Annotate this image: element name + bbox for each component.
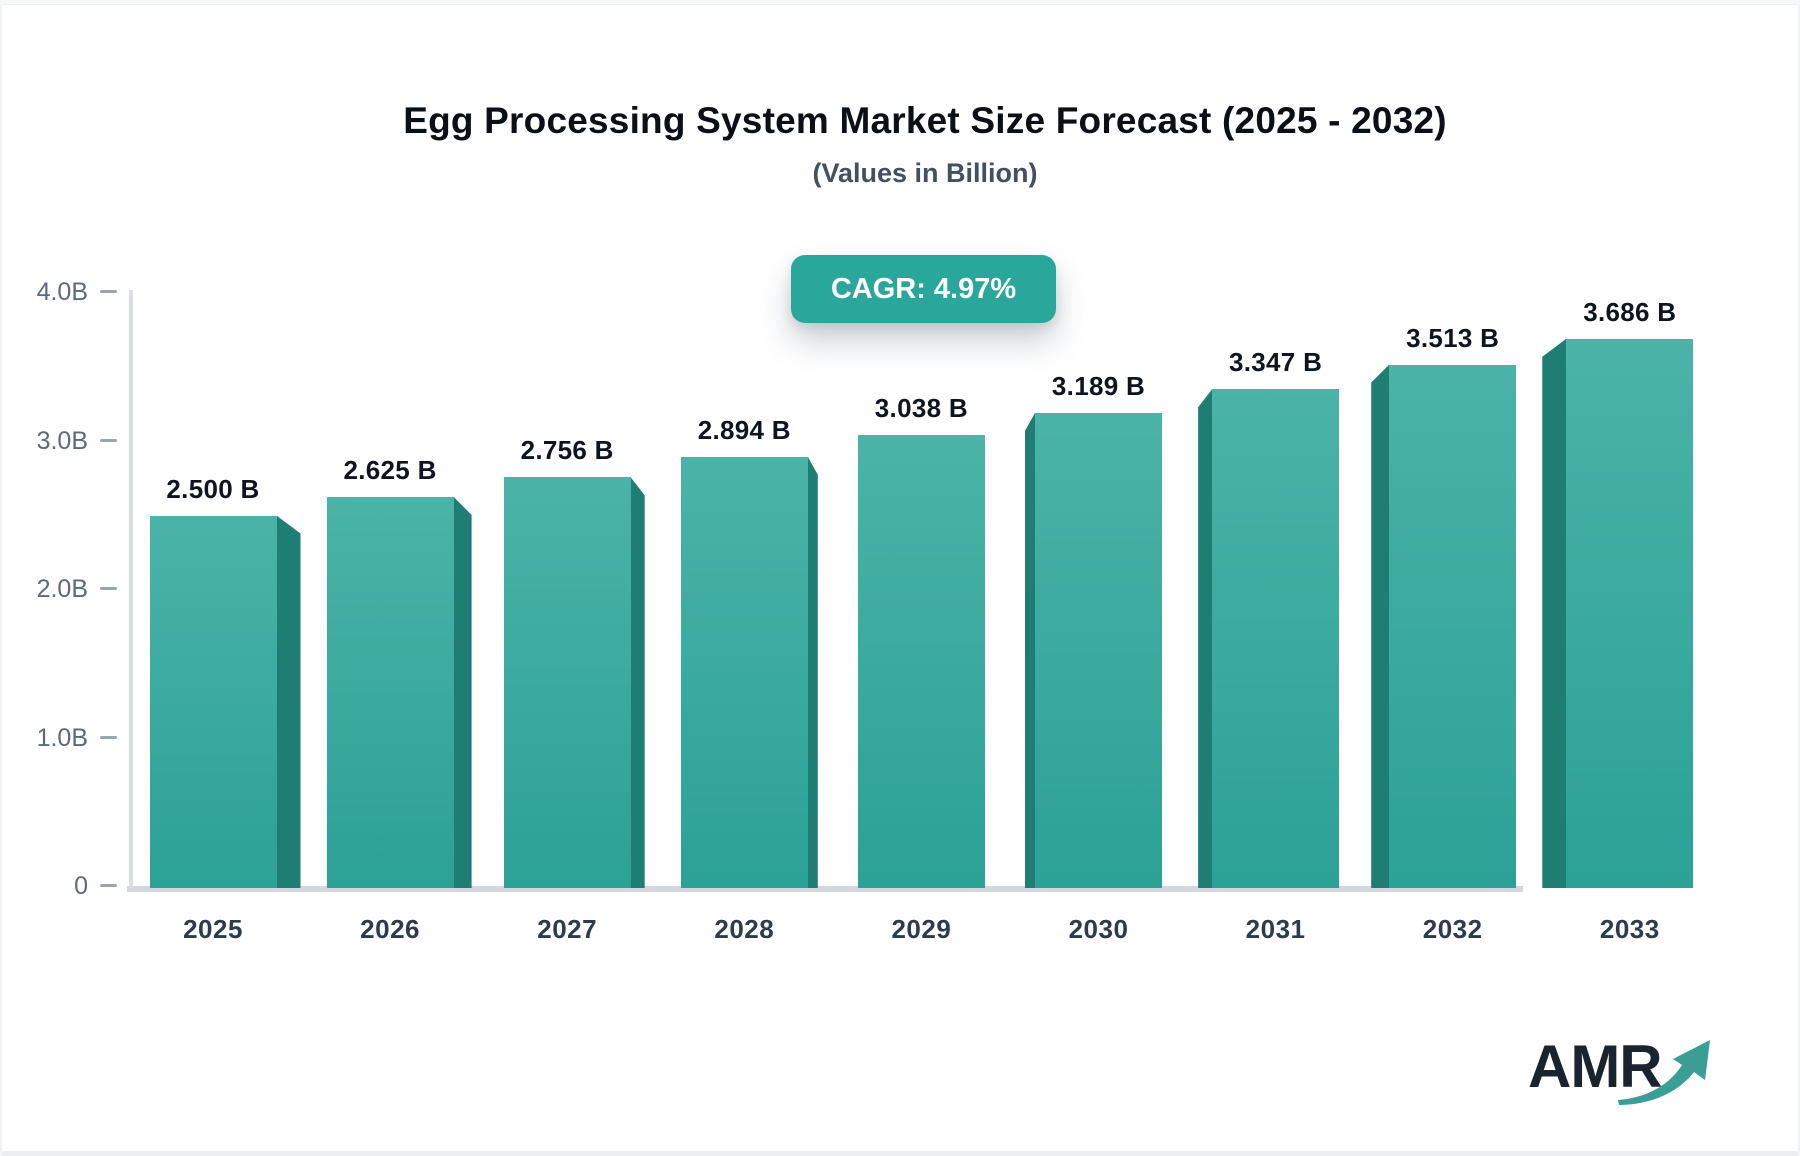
page-right-edge [1798, 0, 1800, 1156]
page-top-edge [0, 0, 1800, 5]
bar-value-label: 2.500 B [166, 473, 260, 504]
bar-2026[interactable] [326, 496, 472, 888]
y-tick-mark [100, 735, 117, 739]
bar-face [1389, 364, 1517, 888]
y-axis-line [129, 290, 133, 888]
page-subtitle: (Values in Billion) [812, 158, 1038, 188]
bar-2032[interactable] [1371, 364, 1517, 888]
x-tick-label: 2029 [891, 914, 952, 944]
bar-3d-side [807, 456, 818, 888]
bar-face [857, 435, 985, 888]
bar-3d-side [1542, 338, 1567, 888]
bar-face [149, 515, 277, 888]
amr-logo-text: AMR [1528, 1033, 1663, 1100]
growth-arrow-icon [1618, 1040, 1710, 1105]
y-tick-mark [100, 290, 117, 293]
bar-face [326, 496, 454, 888]
x-tick-label: 2026 [360, 914, 421, 944]
bar-value-label: 3.513 B [1406, 322, 1500, 353]
y-tick-label: 4.0B [36, 278, 88, 306]
bar-2033[interactable] [1542, 338, 1694, 888]
bar-2027[interactable] [503, 477, 645, 888]
bar-3d-side [1371, 364, 1390, 888]
y-tick-mark [100, 438, 117, 442]
bar-2031[interactable] [1198, 389, 1340, 888]
cagr-badge: CAGR: 4.97% [791, 255, 1056, 323]
bar-value-label: 3.038 B [874, 393, 968, 424]
bar-value-label: 3.189 B [1051, 370, 1146, 401]
bar-2030[interactable] [1025, 412, 1162, 888]
bar-value-label: 3.686 B [1583, 296, 1677, 327]
x-tick-label: 2025 [183, 914, 243, 944]
y-tick-label: 0 [74, 872, 88, 900]
x-tick-label: 2027 [537, 914, 598, 944]
amr-logo: AMR [1528, 1032, 1718, 1117]
bar-2029[interactable] [857, 435, 985, 888]
y-tick-mark [100, 884, 117, 887]
bar-face [503, 477, 631, 888]
bar-3d-side [630, 477, 645, 888]
y-tick-label: 2.0B [36, 575, 88, 603]
bar-value-label: 3.347 B [1229, 347, 1323, 378]
y-tick-label: 3.0B [36, 426, 88, 455]
bar-3d-side [276, 515, 301, 888]
x-tick-label: 2032 [1422, 914, 1483, 944]
x-tick-label: 2033 [1599, 914, 1660, 944]
bar-value-label: 2.625 B [343, 454, 437, 485]
page-title: Egg Processing System Market Size Foreca… [403, 100, 1447, 141]
x-tick-label: 2031 [1245, 914, 1306, 944]
bar-face [1212, 389, 1340, 888]
bar-3d-side [453, 496, 472, 888]
bar-value-label: 2.756 B [520, 435, 614, 466]
y-tick-mark [100, 587, 117, 590]
bar-face [1566, 338, 1694, 888]
page-bottom-edge [0, 1151, 1800, 1156]
bar-face [1035, 412, 1162, 888]
y-tick-label: 1.0B [36, 723, 88, 752]
bar-face [680, 456, 808, 888]
bar-2025[interactable] [149, 515, 301, 888]
bar-2028[interactable] [680, 456, 818, 888]
bar-3d-side [1198, 389, 1213, 888]
bar-value-label: 2.894 B [697, 414, 791, 445]
bar-3d-side [1025, 412, 1035, 888]
page-left-edge [0, 0, 2, 1156]
x-tick-label: 2028 [714, 914, 775, 944]
x-tick-label: 2030 [1068, 914, 1129, 944]
x-axis-baseline [127, 886, 1523, 892]
